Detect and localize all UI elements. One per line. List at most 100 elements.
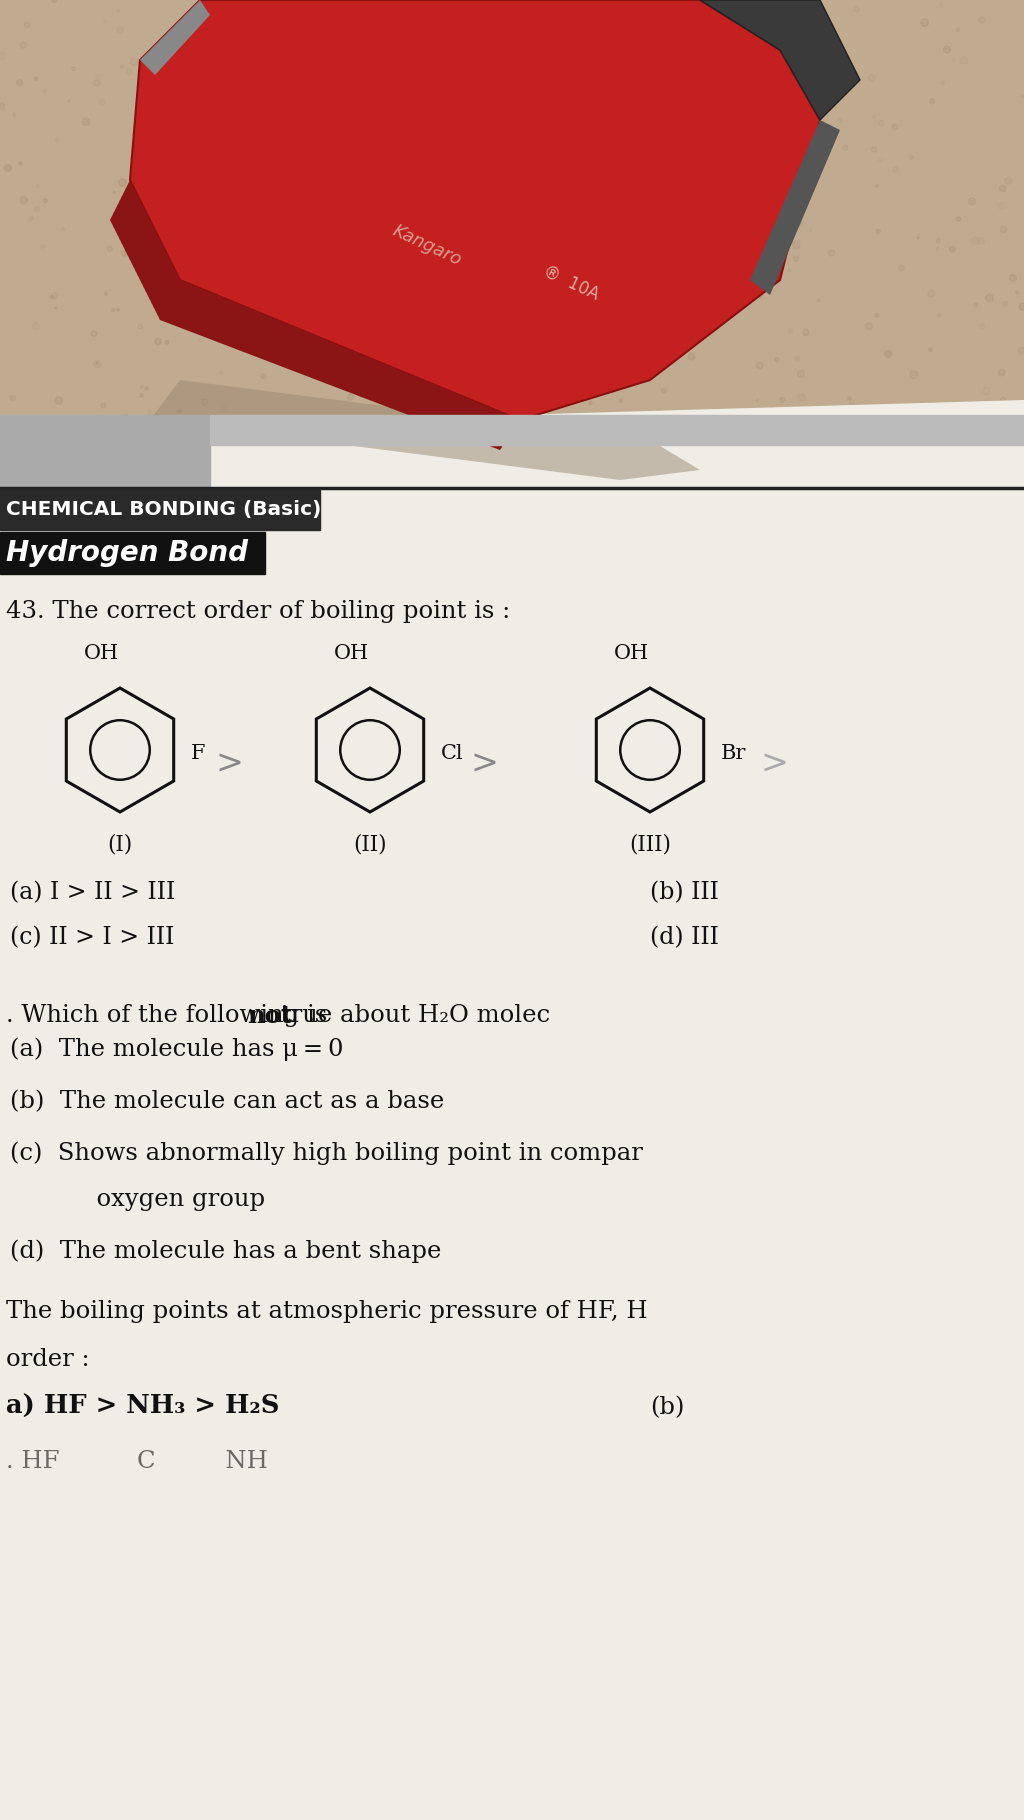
Circle shape bbox=[938, 313, 941, 317]
Circle shape bbox=[563, 464, 569, 471]
Circle shape bbox=[665, 491, 673, 501]
Text: (III): (III) bbox=[629, 834, 671, 855]
Circle shape bbox=[194, 84, 200, 91]
Text: . HF          C         NH: . HF C NH bbox=[6, 1451, 268, 1472]
Circle shape bbox=[93, 360, 101, 368]
Circle shape bbox=[247, 453, 254, 460]
Circle shape bbox=[216, 278, 223, 284]
Circle shape bbox=[139, 393, 143, 397]
Circle shape bbox=[164, 249, 167, 251]
Circle shape bbox=[956, 217, 961, 220]
Circle shape bbox=[308, 184, 312, 186]
Circle shape bbox=[874, 313, 879, 317]
Circle shape bbox=[374, 268, 378, 271]
Circle shape bbox=[129, 224, 133, 228]
Text: Br: Br bbox=[721, 744, 746, 763]
Circle shape bbox=[672, 147, 680, 155]
Circle shape bbox=[255, 144, 262, 151]
Circle shape bbox=[18, 162, 22, 166]
Circle shape bbox=[667, 335, 671, 339]
Circle shape bbox=[314, 298, 316, 300]
Circle shape bbox=[564, 182, 571, 189]
Circle shape bbox=[146, 428, 154, 433]
Circle shape bbox=[91, 331, 97, 337]
Circle shape bbox=[122, 249, 128, 257]
Circle shape bbox=[280, 67, 284, 71]
Circle shape bbox=[753, 155, 760, 162]
Circle shape bbox=[452, 27, 460, 35]
Circle shape bbox=[401, 157, 407, 162]
Circle shape bbox=[876, 229, 881, 233]
Text: (a) I > II > III: (a) I > II > III bbox=[10, 881, 175, 905]
Circle shape bbox=[490, 226, 494, 229]
Circle shape bbox=[155, 339, 161, 344]
Circle shape bbox=[458, 120, 464, 126]
Circle shape bbox=[196, 280, 204, 288]
Circle shape bbox=[55, 397, 62, 404]
Polygon shape bbox=[130, 0, 820, 420]
Circle shape bbox=[91, 448, 94, 450]
Circle shape bbox=[644, 193, 651, 200]
Circle shape bbox=[347, 355, 353, 362]
Circle shape bbox=[795, 357, 800, 360]
Circle shape bbox=[478, 129, 481, 131]
Text: >: > bbox=[760, 750, 788, 781]
Text: order :: order : bbox=[6, 1349, 90, 1370]
Circle shape bbox=[471, 211, 473, 213]
Text: 43. The correct order of boiling point is :: 43. The correct order of boiling point i… bbox=[6, 601, 510, 622]
Text: (I): (I) bbox=[108, 834, 133, 855]
Text: (b): (b) bbox=[650, 1396, 684, 1420]
Circle shape bbox=[96, 362, 98, 364]
Circle shape bbox=[463, 122, 467, 126]
Circle shape bbox=[774, 357, 779, 362]
Circle shape bbox=[603, 424, 605, 426]
Circle shape bbox=[710, 430, 713, 431]
Circle shape bbox=[792, 240, 800, 249]
Circle shape bbox=[365, 202, 370, 207]
Circle shape bbox=[564, 417, 566, 420]
Circle shape bbox=[1000, 226, 1007, 233]
Circle shape bbox=[876, 184, 879, 187]
Circle shape bbox=[572, 191, 577, 195]
Circle shape bbox=[113, 191, 116, 193]
Circle shape bbox=[202, 399, 208, 406]
Circle shape bbox=[577, 284, 581, 289]
Circle shape bbox=[519, 451, 523, 455]
Polygon shape bbox=[140, 0, 210, 75]
Circle shape bbox=[662, 389, 666, 393]
Circle shape bbox=[920, 488, 927, 497]
Circle shape bbox=[1019, 348, 1024, 353]
Circle shape bbox=[435, 302, 441, 308]
Circle shape bbox=[510, 264, 512, 268]
Circle shape bbox=[490, 380, 498, 388]
Circle shape bbox=[1009, 406, 1016, 413]
Circle shape bbox=[798, 371, 805, 377]
Circle shape bbox=[583, 69, 590, 76]
Circle shape bbox=[321, 369, 323, 373]
Circle shape bbox=[865, 322, 872, 329]
Circle shape bbox=[486, 246, 490, 249]
Circle shape bbox=[424, 56, 431, 62]
Circle shape bbox=[650, 0, 658, 5]
Circle shape bbox=[572, 47, 579, 55]
Circle shape bbox=[177, 410, 181, 413]
Circle shape bbox=[144, 388, 148, 389]
Circle shape bbox=[263, 206, 269, 213]
Circle shape bbox=[929, 348, 932, 351]
Circle shape bbox=[292, 460, 294, 464]
Circle shape bbox=[112, 308, 115, 311]
Circle shape bbox=[524, 215, 526, 218]
Circle shape bbox=[555, 268, 562, 275]
Circle shape bbox=[348, 395, 353, 400]
Circle shape bbox=[305, 242, 311, 248]
Circle shape bbox=[795, 66, 801, 69]
Circle shape bbox=[757, 293, 763, 298]
Polygon shape bbox=[110, 180, 520, 450]
Circle shape bbox=[592, 2, 594, 4]
Circle shape bbox=[150, 251, 155, 257]
Circle shape bbox=[893, 167, 898, 173]
Circle shape bbox=[50, 295, 53, 298]
Bar bbox=[0, 531, 265, 573]
Circle shape bbox=[999, 186, 1006, 191]
Circle shape bbox=[682, 233, 687, 238]
